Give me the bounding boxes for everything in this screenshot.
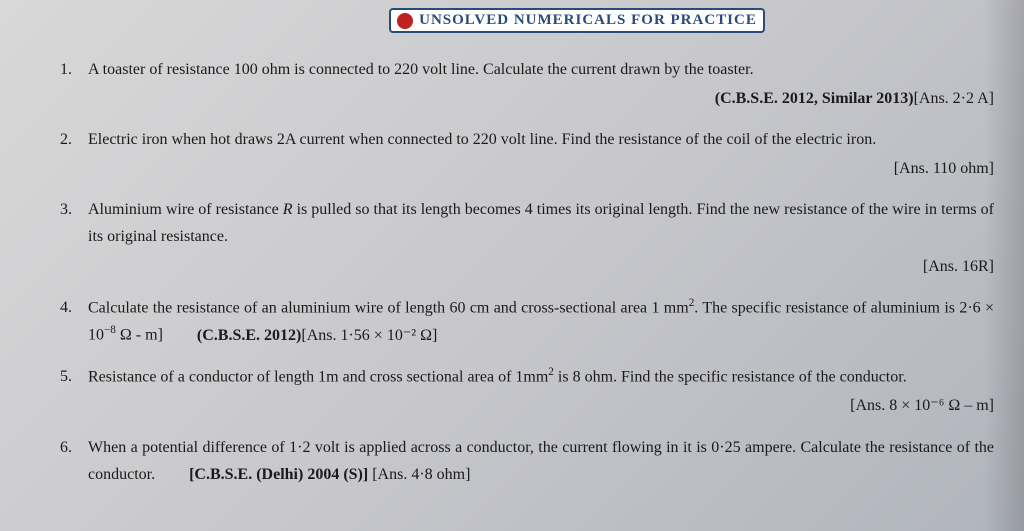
problem-text: Electric iron when hot draws 2A current … [88, 126, 994, 153]
problem-item: 6. When a potential difference of 1·2 vo… [60, 434, 994, 488]
answer-source: (C.B.S.E. 2012) [197, 327, 301, 344]
text-segment: is 8 ohm. Find the specific resistance o… [554, 368, 907, 385]
problem-answer-inline: (C.B.S.E. 2012)[Ans. 1·56 × 10⁻² Ω] [197, 327, 437, 344]
problem-text: Calculate the resistance of an aluminium… [88, 294, 994, 349]
text-segment: Aluminium wire of resistance [88, 201, 283, 218]
answer-source: (C.B.S.E. 2012, Similar 2013) [715, 90, 914, 107]
variable-r: R [283, 201, 293, 218]
problem-number: 5. [60, 363, 88, 390]
problem-item: 1. A toaster of resistance 100 ohm is co… [60, 56, 994, 112]
problem-item: 2. Electric iron when hot draws 2A curre… [60, 126, 994, 182]
problem-body: Electric iron when hot draws 2A current … [88, 126, 994, 182]
header-icon [397, 13, 413, 29]
problem-body: A toaster of resistance 100 ohm is conne… [88, 56, 994, 112]
text-segment: Ω - m] [116, 327, 163, 344]
problem-text: Aluminium wire of resistance R is pulled… [88, 196, 994, 250]
problem-text: Resistance of a conductor of length 1m a… [88, 363, 994, 391]
problem-answer: [Ans. 16R] [88, 253, 994, 280]
text-segment: Resistance of a conductor of length 1m a… [88, 368, 548, 385]
problem-number: 4. [60, 294, 88, 321]
answer-value: [Ans. 110 ohm] [894, 160, 994, 177]
problem-answer: (C.B.S.E. 2012, Similar 2013)[Ans. 2·2 A… [88, 85, 994, 112]
header-title: UNSOLVED NUMERICALS FOR PRACTICE [419, 12, 757, 29]
problem-item: 3. Aluminium wire of resistance R is pul… [60, 196, 994, 280]
superscript: −8 [104, 324, 116, 336]
text-segment: Calculate the resistance of an aluminium… [88, 299, 689, 316]
problem-number: 1. [60, 56, 88, 83]
answer-source: [C.B.S.E. (Delhi) 2004 (S)] [189, 466, 368, 483]
problem-number: 6. [60, 434, 88, 461]
problem-item: 4. Calculate the resistance of an alumin… [60, 294, 994, 349]
problem-answer: [Ans. 8 × 10⁻⁶ Ω – m] [88, 392, 994, 419]
problem-number: 3. [60, 196, 88, 223]
problem-body: Calculate the resistance of an aluminium… [88, 294, 994, 349]
problem-text: A toaster of resistance 100 ohm is conne… [88, 56, 994, 83]
answer-value: [Ans. 4·8 ohm] [368, 466, 470, 483]
problem-answer: [Ans. 110 ohm] [88, 155, 994, 182]
problems-list: 1. A toaster of resistance 100 ohm is co… [60, 56, 994, 488]
problem-number: 2. [60, 126, 88, 153]
header-badge: UNSOLVED NUMERICALS FOR PRACTICE [389, 8, 765, 33]
answer-value: [Ans. 16R] [923, 258, 994, 275]
problem-text: When a potential difference of 1·2 volt … [88, 434, 994, 488]
problem-answer-inline: [C.B.S.E. (Delhi) 2004 (S)] [Ans. 4·8 oh… [189, 466, 470, 483]
problem-body: When a potential difference of 1·2 volt … [88, 434, 994, 488]
answer-value: [Ans. 2·2 A] [914, 90, 994, 107]
problem-body: Aluminium wire of resistance R is pulled… [88, 196, 994, 280]
answer-value: [Ans. 8 × 10⁻⁶ Ω – m] [850, 397, 994, 414]
problem-body: Resistance of a conductor of length 1m a… [88, 363, 994, 420]
problem-item: 5. Resistance of a conductor of length 1… [60, 363, 994, 420]
answer-value: [Ans. 1·56 × 10⁻² Ω] [301, 327, 437, 344]
page-header: UNSOLVED NUMERICALS FOR PRACTICE [60, 8, 994, 34]
